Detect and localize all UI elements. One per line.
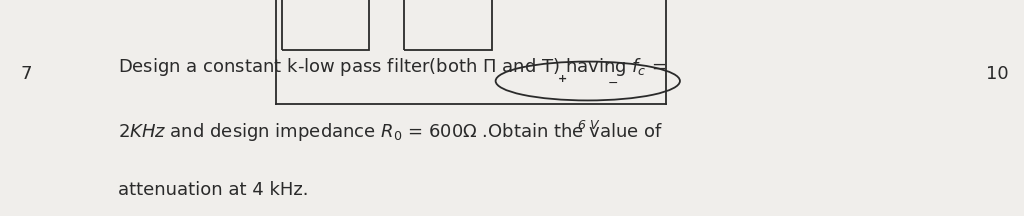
Text: attenuation at 4 kHz.: attenuation at 4 kHz. [118, 181, 308, 199]
Text: 10: 10 [986, 65, 1009, 83]
Text: 7: 7 [20, 65, 32, 83]
Text: −: − [608, 77, 618, 90]
Text: 6 V: 6 V [578, 119, 598, 132]
Text: 2$KHz$ and design impedance $R_0$ = 600$\Omega$ .Obtain the value of: 2$KHz$ and design impedance $R_0$ = 600$… [118, 121, 663, 143]
Text: Design a constant k-low pass filter(both $\Pi$ and T) having $f_c$ =: Design a constant k-low pass filter(both… [118, 56, 666, 78]
Text: +: + [557, 74, 567, 84]
